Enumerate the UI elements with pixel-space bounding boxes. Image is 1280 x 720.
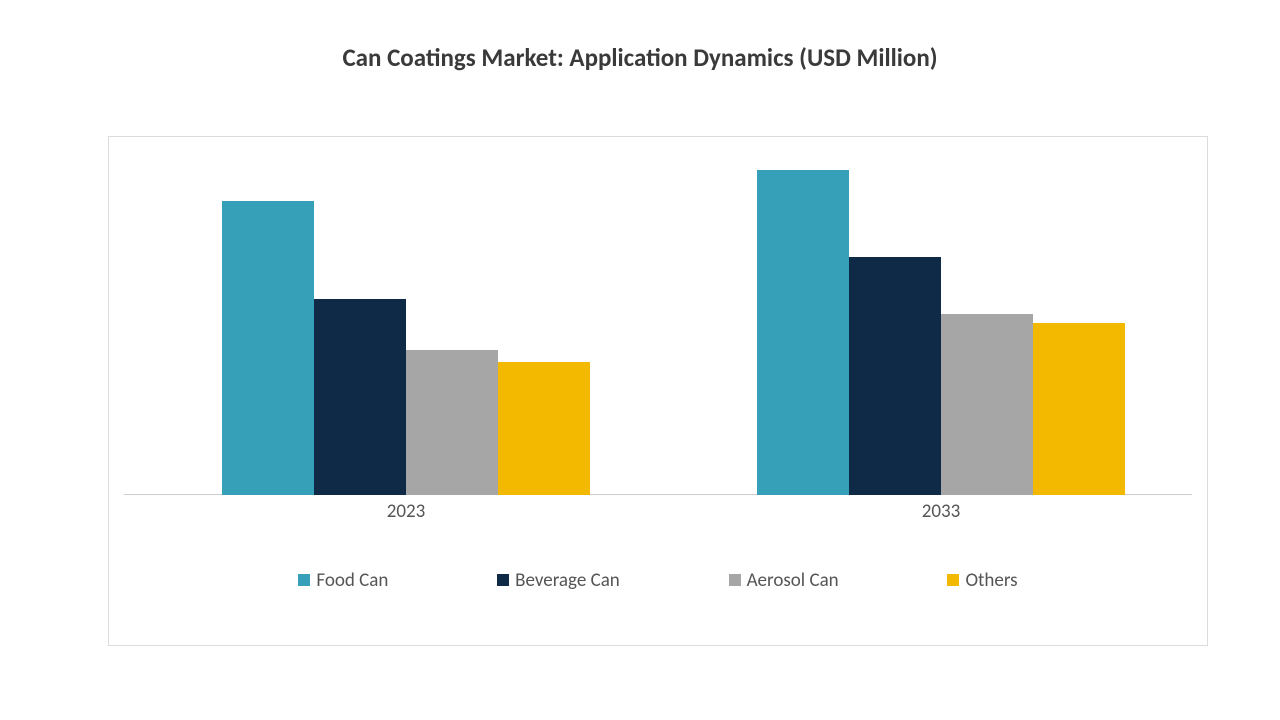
legend-label: Others <box>965 569 1017 592</box>
bar-beverage-can-2023 <box>314 299 406 495</box>
bar-aerosol-can-2023 <box>406 350 498 495</box>
plot-area <box>124 152 1192 495</box>
legend: Food Can Beverage Can Aerosol Can Others <box>124 565 1192 595</box>
chart-container: 2023 2033 Food Can Beverage Can Aerosol Can… <box>108 136 1208 646</box>
legend-item-others: Others <box>947 569 1017 592</box>
x-label-2033: 2033 <box>922 500 961 523</box>
chart-title: Can Coatings Market: Application Dynamic… <box>0 42 1280 73</box>
legend-item-aerosol-can: Aerosol Can <box>729 569 839 592</box>
bar-others-2023 <box>498 362 590 495</box>
bar-food-can-2033 <box>757 170 849 495</box>
legend-item-food-can: Food Can <box>298 569 388 592</box>
bar-aerosol-can-2033 <box>941 314 1033 495</box>
x-label-2023: 2023 <box>387 500 426 523</box>
legend-swatch <box>729 574 741 586</box>
bar-food-can-2023 <box>222 201 314 495</box>
legend-swatch <box>497 574 509 586</box>
legend-swatch <box>947 574 959 586</box>
bar-beverage-can-2033 <box>849 257 941 495</box>
bar-others-2033 <box>1033 323 1125 496</box>
legend-label: Food Can <box>316 569 388 592</box>
legend-label: Beverage Can <box>515 569 620 592</box>
x-axis-labels: 2023 2033 <box>124 500 1192 530</box>
legend-item-beverage-can: Beverage Can <box>497 569 620 592</box>
legend-label: Aerosol Can <box>747 569 839 592</box>
legend-swatch <box>298 574 310 586</box>
